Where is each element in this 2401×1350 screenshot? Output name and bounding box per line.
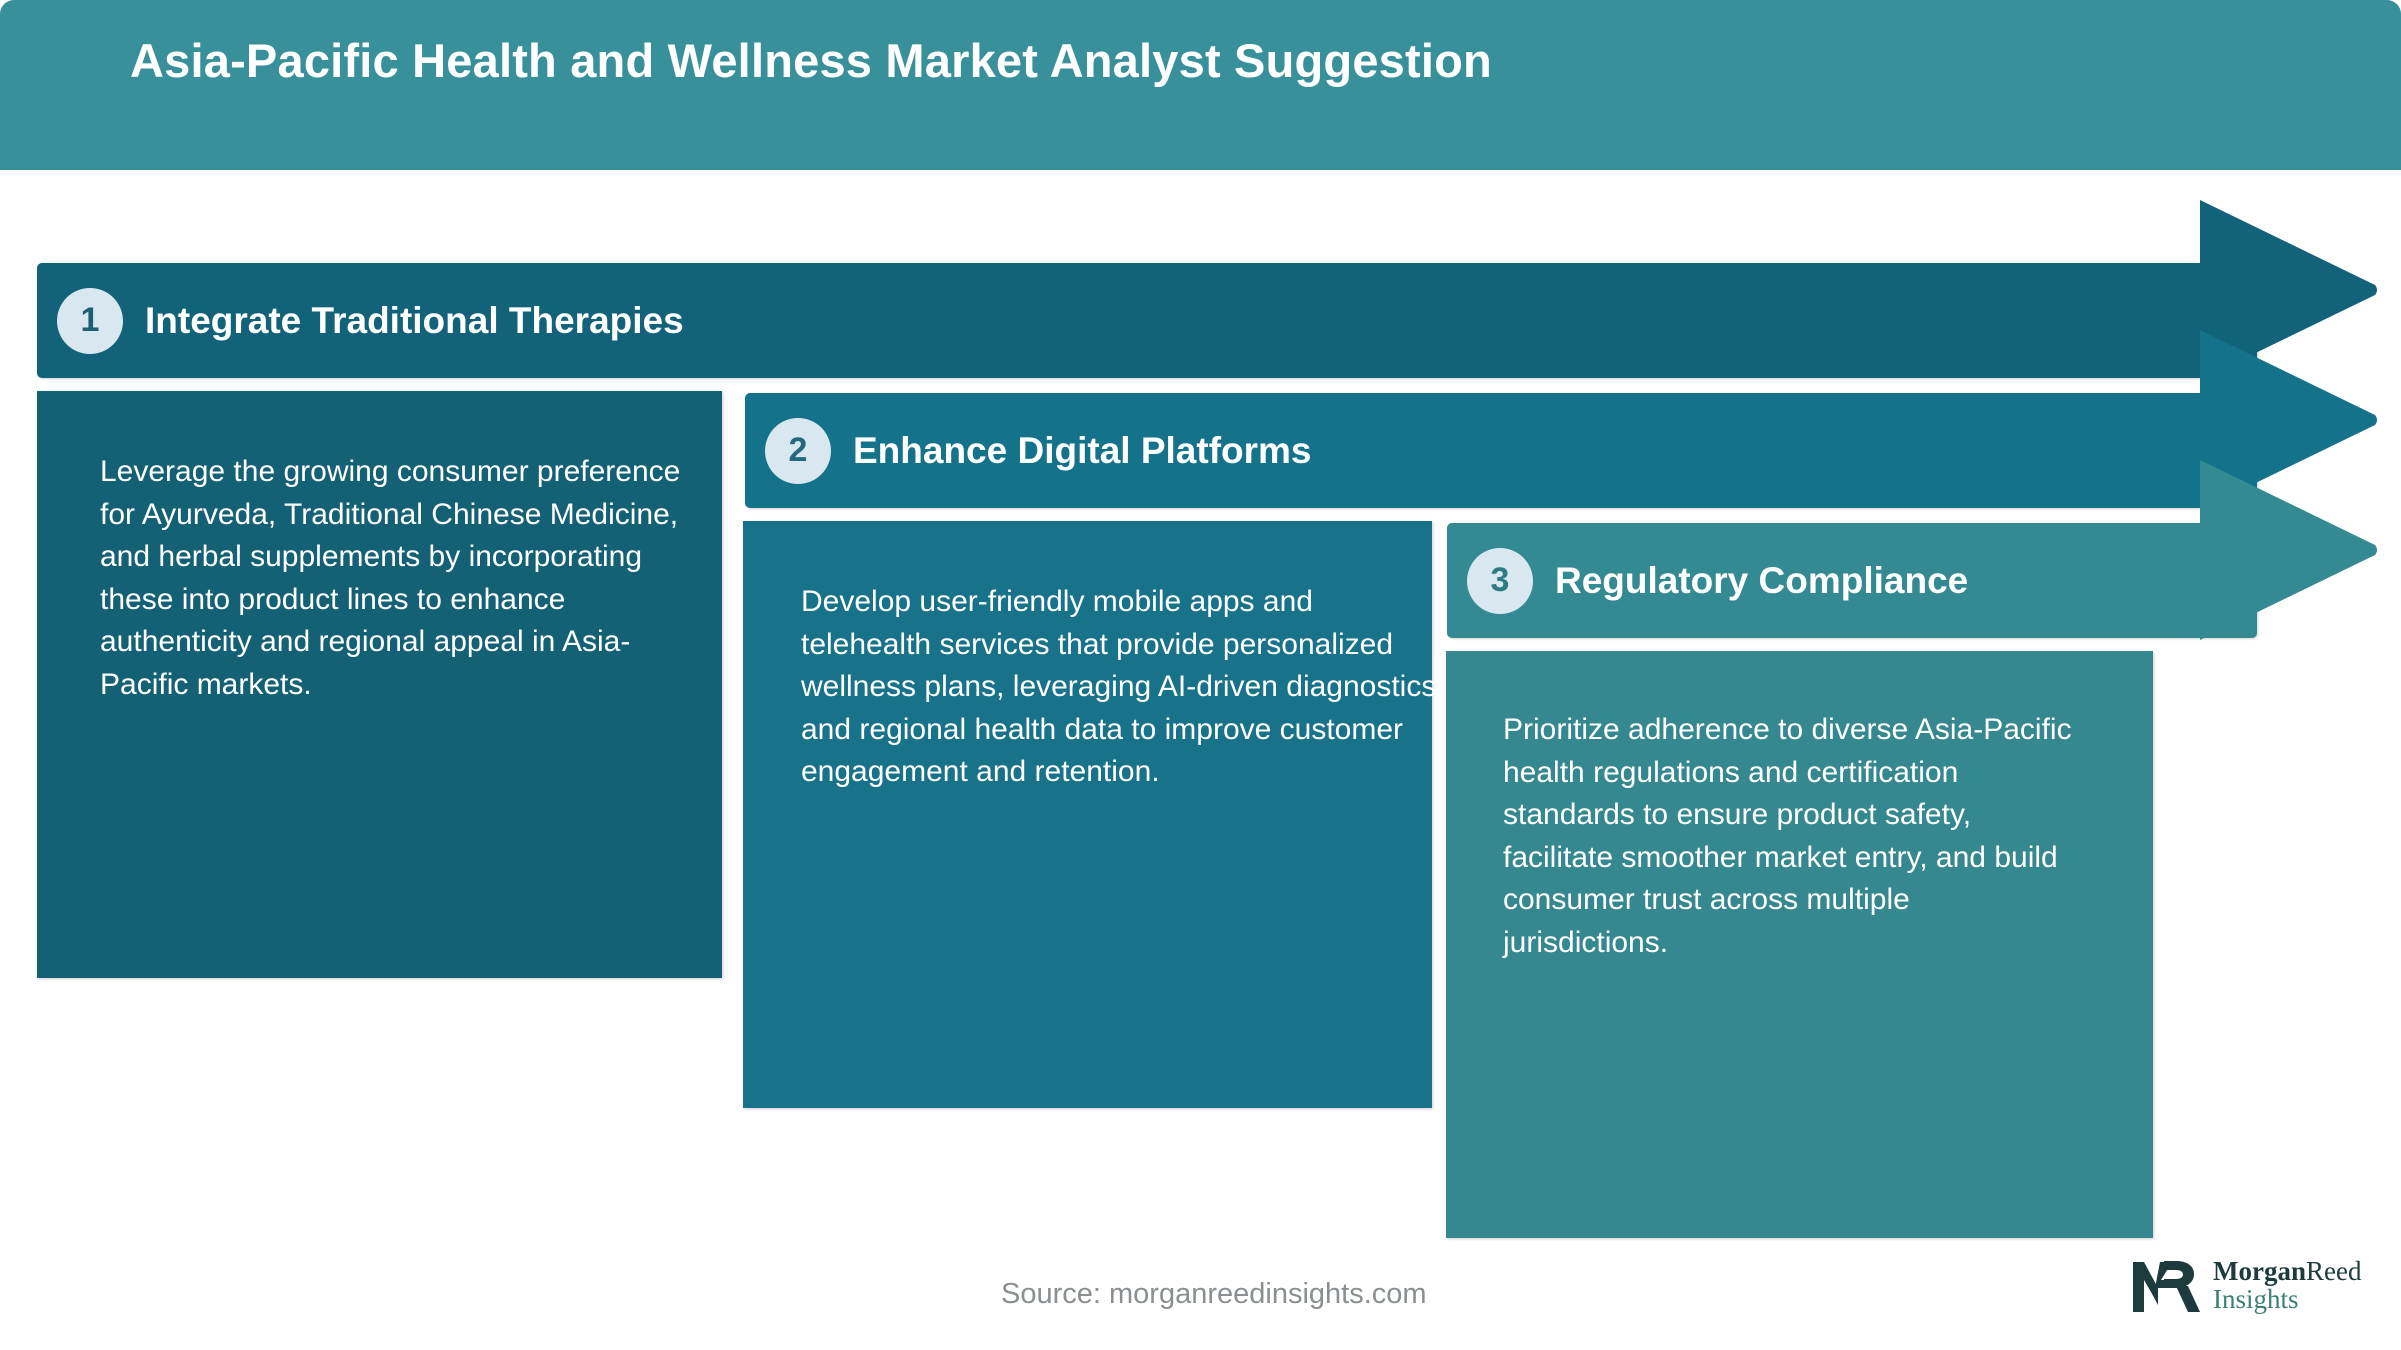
step-bar-2[interactable]: 2 Enhance Digital Platforms [745, 393, 2257, 508]
step-number-badge-3: 3 [1467, 547, 1533, 614]
step-number-1: 1 [80, 301, 100, 339]
step-bar-3-body [1447, 523, 2257, 638]
step-title-1: Integrate Traditional Therapies [145, 299, 684, 341]
step-title-3: Regulatory Compliance [1555, 559, 1969, 601]
step-bar-1[interactable]: 1 Integrate Traditional Therapies [37, 263, 2257, 378]
mr-monogram-icon [2133, 1261, 2200, 1312]
logo-tagline: Insights [2213, 1284, 2299, 1314]
arrow-head-3 [2200, 460, 2377, 640]
step-bar-2-body [745, 393, 2257, 508]
step-bar-3[interactable]: 3 Regulatory Compliance [1447, 523, 2257, 638]
step-number-badge-1: 1 [57, 287, 123, 354]
header-band: Asia-Pacific Health and Wellness Market … [0, 0, 2401, 170]
arrow-head-1 [2200, 200, 2377, 380]
step-title-2: Enhance Digital Platforms [853, 429, 1312, 471]
logo-name-bold: Morgan [2213, 1256, 2306, 1287]
page-title: Asia-Pacific Health and Wellness Market … [130, 34, 1492, 87]
logo-name: MorganReed [2213, 1258, 2361, 1286]
source-label: Source: morganreedinsights.com [1001, 1278, 1427, 1310]
step-panel-1: Leverage the growing consumer preference… [37, 391, 722, 978]
step-body-2: Develop user-friendly mobile apps and te… [801, 585, 1437, 789]
logo-name-regular: Reed [2305, 1256, 2362, 1287]
brand-logo: MorganReed Insights [2131, 1258, 2361, 1314]
step-bar-1-body [37, 263, 2257, 378]
step-number-3: 3 [1490, 561, 1510, 599]
step-body-1: Leverage the growing consumer preference… [100, 455, 681, 701]
step-panel-3: Prioritize adherence to diverse Asia-Pac… [1446, 651, 2153, 1238]
step-body-3: Prioritize adherence to diverse Asia-Pac… [1503, 713, 2072, 959]
step-number-badge-2: 2 [765, 417, 831, 484]
arrow-head-2 [2200, 330, 2377, 510]
step-panel-2: Develop user-friendly mobile apps and te… [743, 521, 1436, 1108]
step-number-2: 2 [788, 431, 808, 469]
